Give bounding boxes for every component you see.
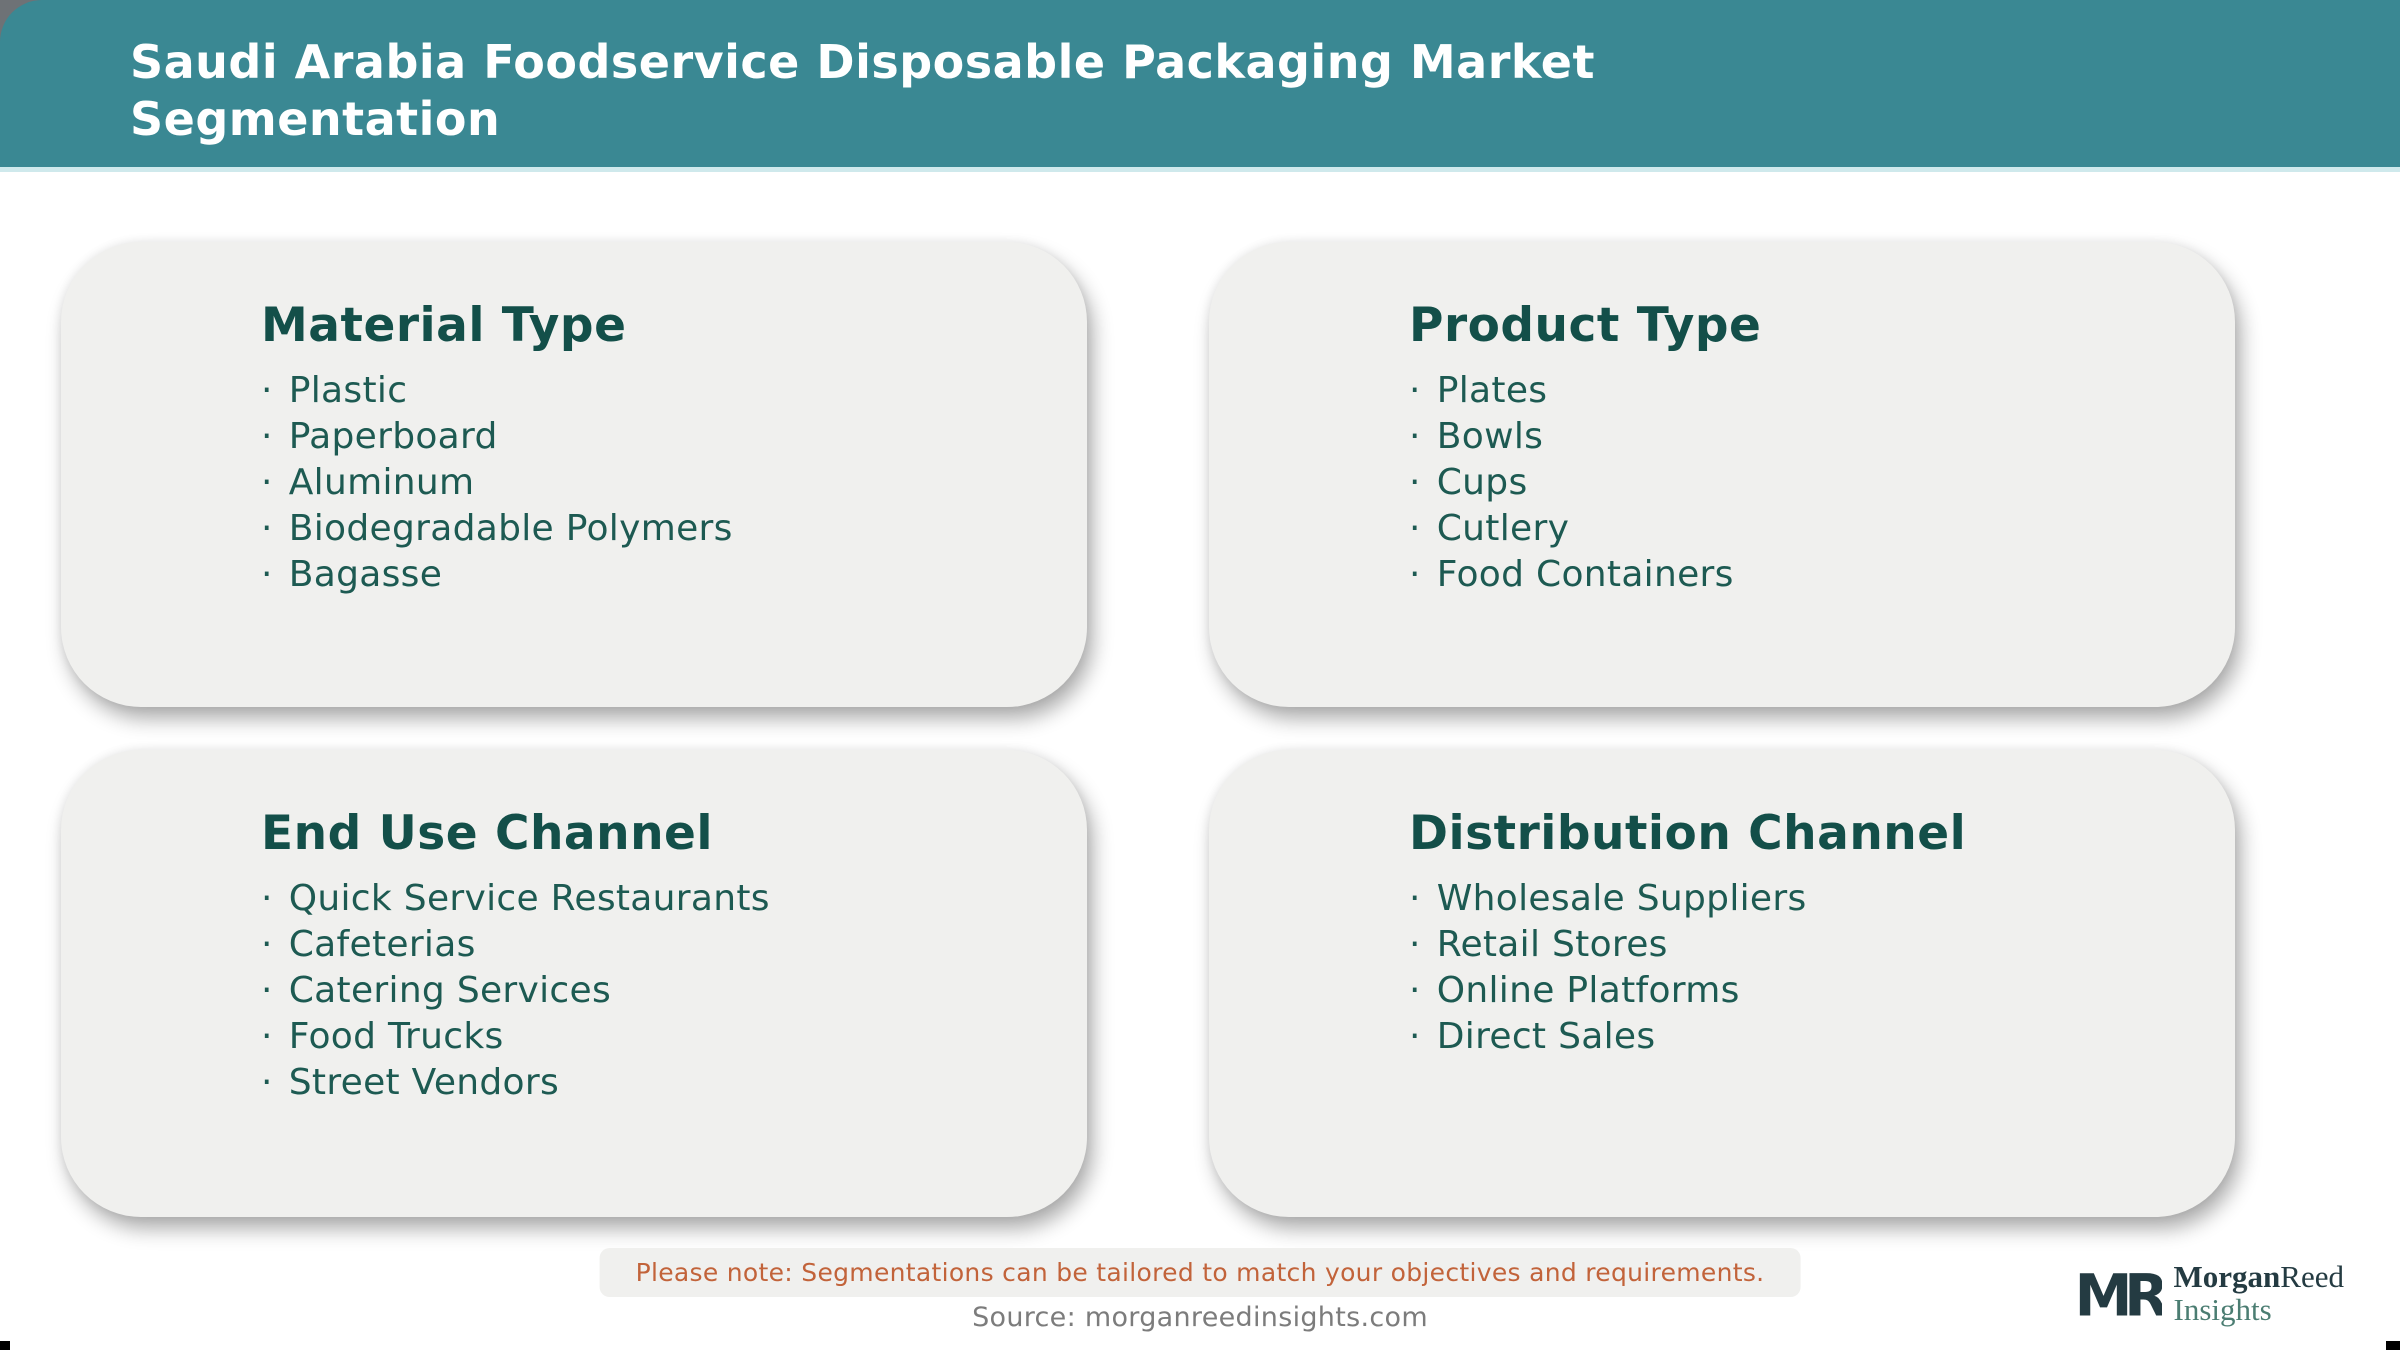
list-item: Wholesale Suppliers — [1409, 876, 2195, 922]
logo-wordmark: MorganReed — [2173, 1259, 2344, 1295]
list-item: Cups — [1409, 460, 2195, 506]
segment-card-product-type: Product Type Plates Bowls Cups Cutlery F… — [1209, 242, 2235, 707]
card-list-material-type: Plastic Paperboard Aluminum Biodegradabl… — [261, 368, 1047, 598]
header-banner: Saudi Arabia Foodservice Disposable Pack… — [0, 0, 2400, 172]
list-item: Street Vendors — [261, 1060, 1047, 1106]
segment-card-material-type: Material Type Plastic Paperboard Aluminu… — [61, 242, 1087, 707]
card-title-product-type: Product Type — [1409, 298, 1762, 353]
list-item: Direct Sales — [1409, 1014, 2195, 1060]
card-list-end-use-channel: Quick Service Restaurants Cafeterias Cat… — [261, 876, 1047, 1106]
list-item: Paperboard — [261, 414, 1047, 460]
list-item: Food Trucks — [261, 1014, 1047, 1060]
list-item: Quick Service Restaurants — [261, 876, 1047, 922]
list-item: Bagasse — [261, 552, 1047, 598]
segment-card-end-use-channel: End Use Channel Quick Service Restaurant… — [61, 750, 1087, 1217]
logo-text: MorganReed Insights — [2173, 1259, 2344, 1327]
page-title: Saudi Arabia Foodservice Disposable Pack… — [130, 35, 1595, 146]
list-item: Aluminum — [261, 460, 1047, 506]
list-item: Plates — [1409, 368, 2195, 414]
card-list-product-type: Plates Bowls Cups Cutlery Food Container… — [1409, 368, 2195, 598]
list-item: Catering Services — [261, 968, 1047, 1014]
card-title-end-use-channel: End Use Channel — [261, 806, 714, 861]
note-banner: Please note: Segmentations can be tailor… — [599, 1248, 1801, 1297]
list-item: Plastic — [261, 368, 1047, 414]
bottom-left-corner-mark — [0, 1341, 10, 1350]
source-text: Source: morganreedinsights.com — [972, 1302, 1428, 1333]
logo-reed: Reed — [2280, 1259, 2344, 1295]
card-title-distribution-channel: Distribution Channel — [1409, 806, 1967, 861]
mr-monogram-icon: MR — [2076, 1262, 2162, 1329]
list-item: Cafeterias — [261, 922, 1047, 968]
card-list-distribution-channel: Wholesale Suppliers Retail Stores Online… — [1409, 876, 2195, 1060]
morganreed-logo: MR MorganReed Insights — [2076, 1260, 2344, 1328]
card-title-material-type: Material Type — [261, 298, 627, 353]
list-item: Biodegradable Polymers — [261, 506, 1047, 552]
logo-morgan: Morgan — [2173, 1259, 2281, 1295]
segment-card-distribution-channel: Distribution Channel Wholesale Suppliers… — [1209, 750, 2235, 1217]
bottom-right-corner-mark — [2386, 1341, 2400, 1350]
list-item: Cutlery — [1409, 506, 2195, 552]
svg-text:MR: MR — [2076, 1262, 2162, 1329]
logo-insights: Insights — [2173, 1292, 2272, 1327]
list-item: Bowls — [1409, 414, 2195, 460]
list-item: Food Containers — [1409, 552, 2195, 598]
list-item: Retail Stores — [1409, 922, 2195, 968]
list-item: Online Platforms — [1409, 968, 2195, 1014]
